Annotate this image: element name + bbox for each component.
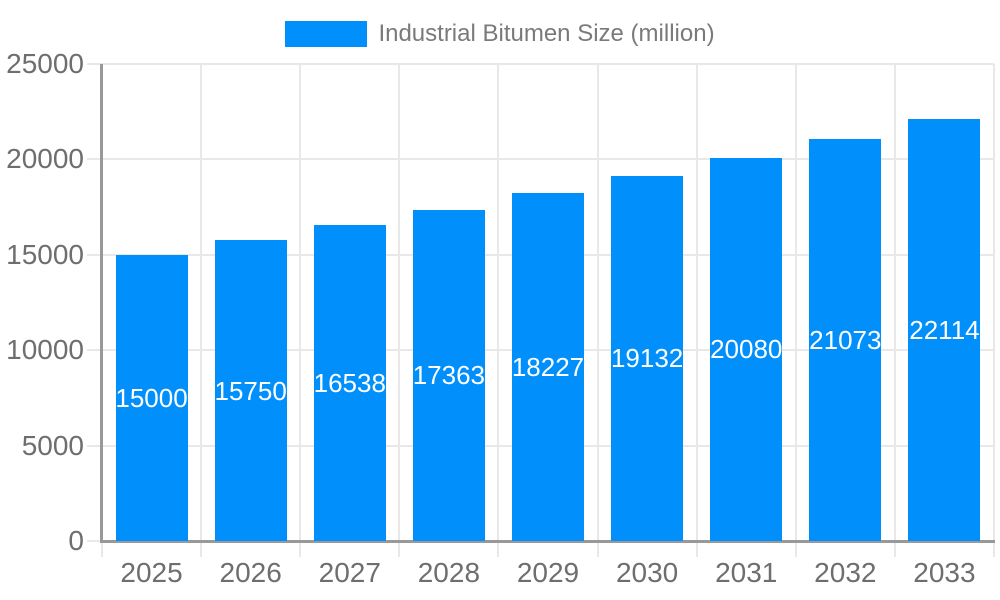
gridline-vertical: [200, 64, 203, 541]
bar-2032: [809, 138, 882, 541]
x-axis-tick: [398, 541, 401, 557]
bar-value-label: 19132: [610, 343, 684, 374]
chart-legend: Industrial Bitumen Size (million): [0, 20, 1000, 48]
bar-value-label: 15750: [214, 375, 287, 406]
bar-value-label: 20080: [710, 334, 783, 365]
y-axis-label: 0: [68, 525, 84, 556]
x-axis-tick: [299, 541, 302, 557]
x-axis-tick: [596, 541, 599, 557]
bar-2033: [908, 119, 981, 541]
bar-value-label: 17363: [412, 360, 486, 391]
legend-swatch-icon: [285, 21, 368, 47]
bar-2029: [512, 193, 584, 541]
gridline-vertical: [596, 64, 599, 541]
y-axis-tick: [87, 540, 102, 542]
x-axis-tick: [794, 541, 797, 557]
x-axis-label: 2030: [615, 557, 679, 588]
x-axis-label: 2032: [814, 557, 877, 588]
bar-2030: [611, 175, 684, 541]
x-axis-label: 2031: [715, 557, 778, 588]
x-axis-tick: [200, 541, 203, 557]
gridline-vertical: [695, 64, 698, 541]
x-axis-tick: [893, 541, 896, 557]
y-axis-label: 15000: [6, 238, 84, 270]
x-axis-label: 2028: [417, 557, 481, 588]
y-axis-label: 25000: [6, 48, 84, 79]
bar-2026: [214, 240, 287, 541]
x-axis-label: 2027: [318, 557, 381, 588]
x-axis-tick: [695, 541, 698, 557]
bar-2027: [313, 225, 386, 541]
bar-2025: [115, 254, 188, 541]
y-axis-label: 5000: [21, 429, 84, 461]
y-axis-tick: [87, 349, 102, 352]
gridline-horizontal: [102, 158, 994, 161]
x-axis-label: 2025: [120, 557, 183, 588]
gridline-vertical: [893, 64, 896, 541]
gridline-horizontal: [102, 63, 994, 65]
y-axis-tick: [87, 158, 102, 161]
gridline-vertical: [993, 64, 995, 541]
bar-value-label: 21073: [809, 324, 882, 355]
bar-value-label: 18227: [511, 352, 585, 383]
y-axis-tick: [87, 444, 102, 447]
gridline-vertical: [794, 64, 797, 541]
bar-value-label: 15000: [115, 382, 188, 413]
x-axis-tick: [101, 541, 103, 557]
bar-value-label: 16538: [313, 368, 386, 399]
x-axis-tick: [993, 541, 995, 557]
gridline-vertical: [497, 64, 500, 541]
y-axis-line: [100, 64, 103, 543]
y-axis-label: 10000: [6, 334, 84, 366]
x-axis-line: [100, 540, 995, 543]
y-axis-tick: [87, 63, 102, 65]
legend-label: Industrial Bitumen Size (million): [378, 20, 715, 47]
legend-item[interactable]: Industrial Bitumen Size (million): [285, 20, 715, 48]
x-axis-label: 2029: [516, 557, 580, 588]
y-axis-tick: [87, 253, 102, 256]
bar-value-label: 22114: [909, 315, 980, 346]
bar-2028: [412, 209, 485, 541]
x-axis-tick: [497, 541, 500, 557]
gridline-vertical: [398, 64, 401, 541]
bar-2031: [710, 157, 783, 541]
gridline-vertical: [299, 64, 302, 541]
x-axis-label: 2033: [913, 557, 976, 588]
x-axis-label: 2026: [219, 557, 282, 588]
y-axis-label: 20000: [6, 143, 84, 175]
